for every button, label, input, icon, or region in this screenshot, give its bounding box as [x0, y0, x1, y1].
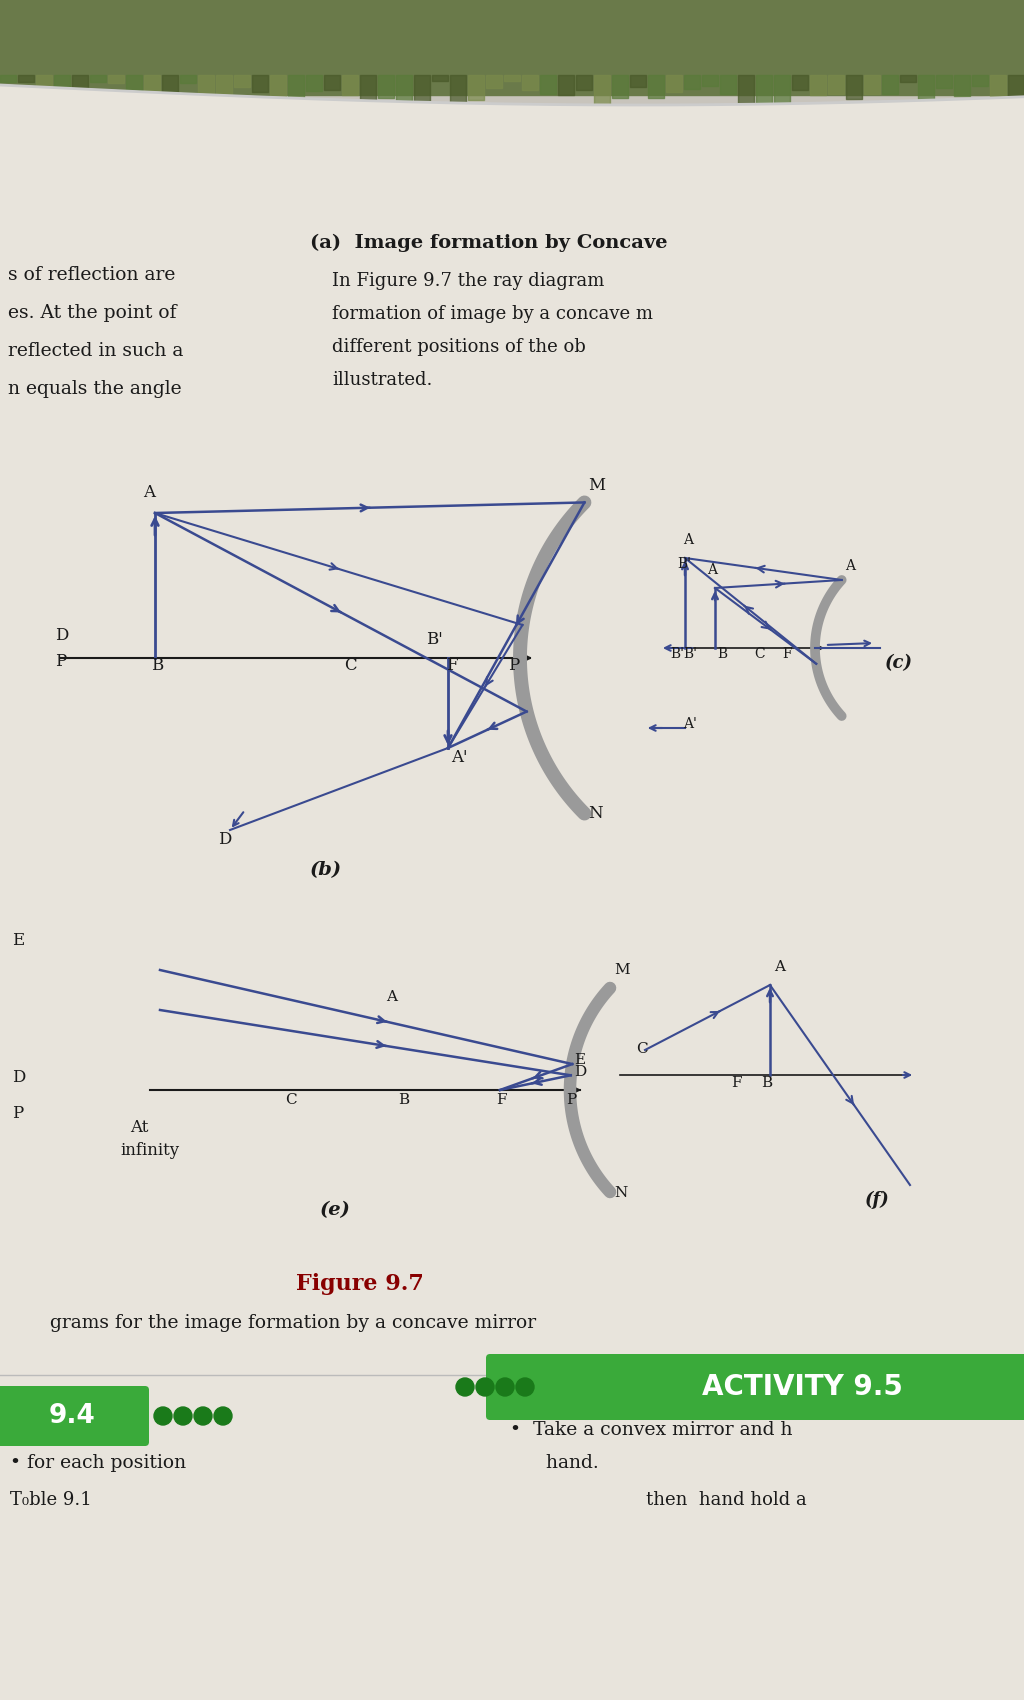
Text: D: D [55, 627, 69, 644]
Text: A: A [143, 484, 155, 501]
Text: C: C [636, 1042, 647, 1056]
Text: different positions of the ob: different positions of the ob [332, 338, 586, 355]
Text: B: B [151, 656, 163, 673]
Text: es. At the point of: es. At the point of [8, 304, 176, 321]
Text: P: P [508, 656, 519, 673]
Text: P: P [566, 1093, 577, 1107]
Text: A': A' [451, 750, 468, 767]
Text: 9.4: 9.4 [49, 1402, 96, 1430]
Text: P: P [55, 653, 67, 670]
Text: B': B' [683, 648, 697, 661]
Text: B': B' [426, 631, 442, 648]
Text: D: D [218, 831, 231, 848]
Text: then  hand hold a: then hand hold a [600, 1491, 807, 1510]
Text: B': B' [670, 648, 684, 661]
Circle shape [456, 1379, 474, 1396]
Text: formation of image by a concave m: formation of image by a concave m [332, 304, 653, 323]
Circle shape [476, 1379, 494, 1396]
Text: A': A' [683, 717, 697, 731]
Text: A: A [774, 960, 785, 974]
Text: In Figure 9.7 the ray diagram: In Figure 9.7 the ray diagram [332, 272, 604, 291]
Text: (f): (f) [865, 1190, 890, 1209]
Text: A: A [386, 989, 397, 1005]
Text: C: C [754, 648, 765, 661]
Text: grams for the image formation by a concave mirror: grams for the image formation by a conca… [50, 1314, 537, 1333]
Text: n equals the angle: n equals the angle [8, 381, 181, 398]
Text: At: At [130, 1119, 148, 1136]
Text: P: P [12, 1105, 24, 1122]
Text: M: M [614, 962, 630, 978]
Circle shape [194, 1408, 212, 1425]
Text: C: C [344, 656, 356, 673]
Text: E: E [574, 1052, 586, 1066]
Text: N: N [614, 1187, 628, 1200]
Text: T₀ble 9.1: T₀ble 9.1 [10, 1491, 92, 1510]
Text: D: D [574, 1066, 587, 1080]
Text: M: M [589, 478, 605, 495]
Text: •  Take a convex mirror and h: • Take a convex mirror and h [510, 1421, 793, 1438]
Circle shape [516, 1379, 534, 1396]
FancyBboxPatch shape [486, 1353, 1024, 1420]
Circle shape [214, 1408, 232, 1425]
Text: B': B' [677, 558, 691, 571]
Text: E: E [12, 932, 25, 949]
Text: D: D [12, 1069, 26, 1086]
Text: illustrated.: illustrated. [332, 371, 432, 389]
Text: (b): (b) [310, 860, 342, 879]
Text: A: A [707, 563, 717, 576]
Text: (a)  Image formation by Concave: (a) Image formation by Concave [310, 235, 668, 252]
Text: infinity: infinity [120, 1142, 179, 1159]
Text: hand.: hand. [528, 1454, 599, 1472]
Text: (e): (e) [319, 1200, 351, 1219]
Text: A: A [683, 534, 693, 547]
Text: s of reflection are: s of reflection are [8, 265, 175, 284]
Text: F: F [496, 1093, 507, 1107]
Circle shape [174, 1408, 193, 1425]
Text: (c): (c) [885, 654, 913, 672]
Text: reflected in such a: reflected in such a [8, 342, 183, 360]
Text: N: N [589, 804, 603, 821]
Text: B: B [761, 1076, 772, 1090]
Text: C: C [285, 1093, 297, 1107]
FancyBboxPatch shape [0, 1386, 150, 1447]
Text: F: F [782, 648, 792, 661]
Circle shape [496, 1379, 514, 1396]
Text: Figure 9.7: Figure 9.7 [296, 1273, 424, 1295]
Text: F: F [731, 1076, 741, 1090]
Text: A: A [845, 559, 855, 573]
Text: • for each position: • for each position [10, 1454, 186, 1472]
Text: ACTIVITY 9.5: ACTIVITY 9.5 [701, 1374, 902, 1401]
Text: B: B [717, 648, 727, 661]
Text: F: F [446, 656, 458, 673]
Text: B: B [398, 1093, 410, 1107]
Circle shape [154, 1408, 172, 1425]
